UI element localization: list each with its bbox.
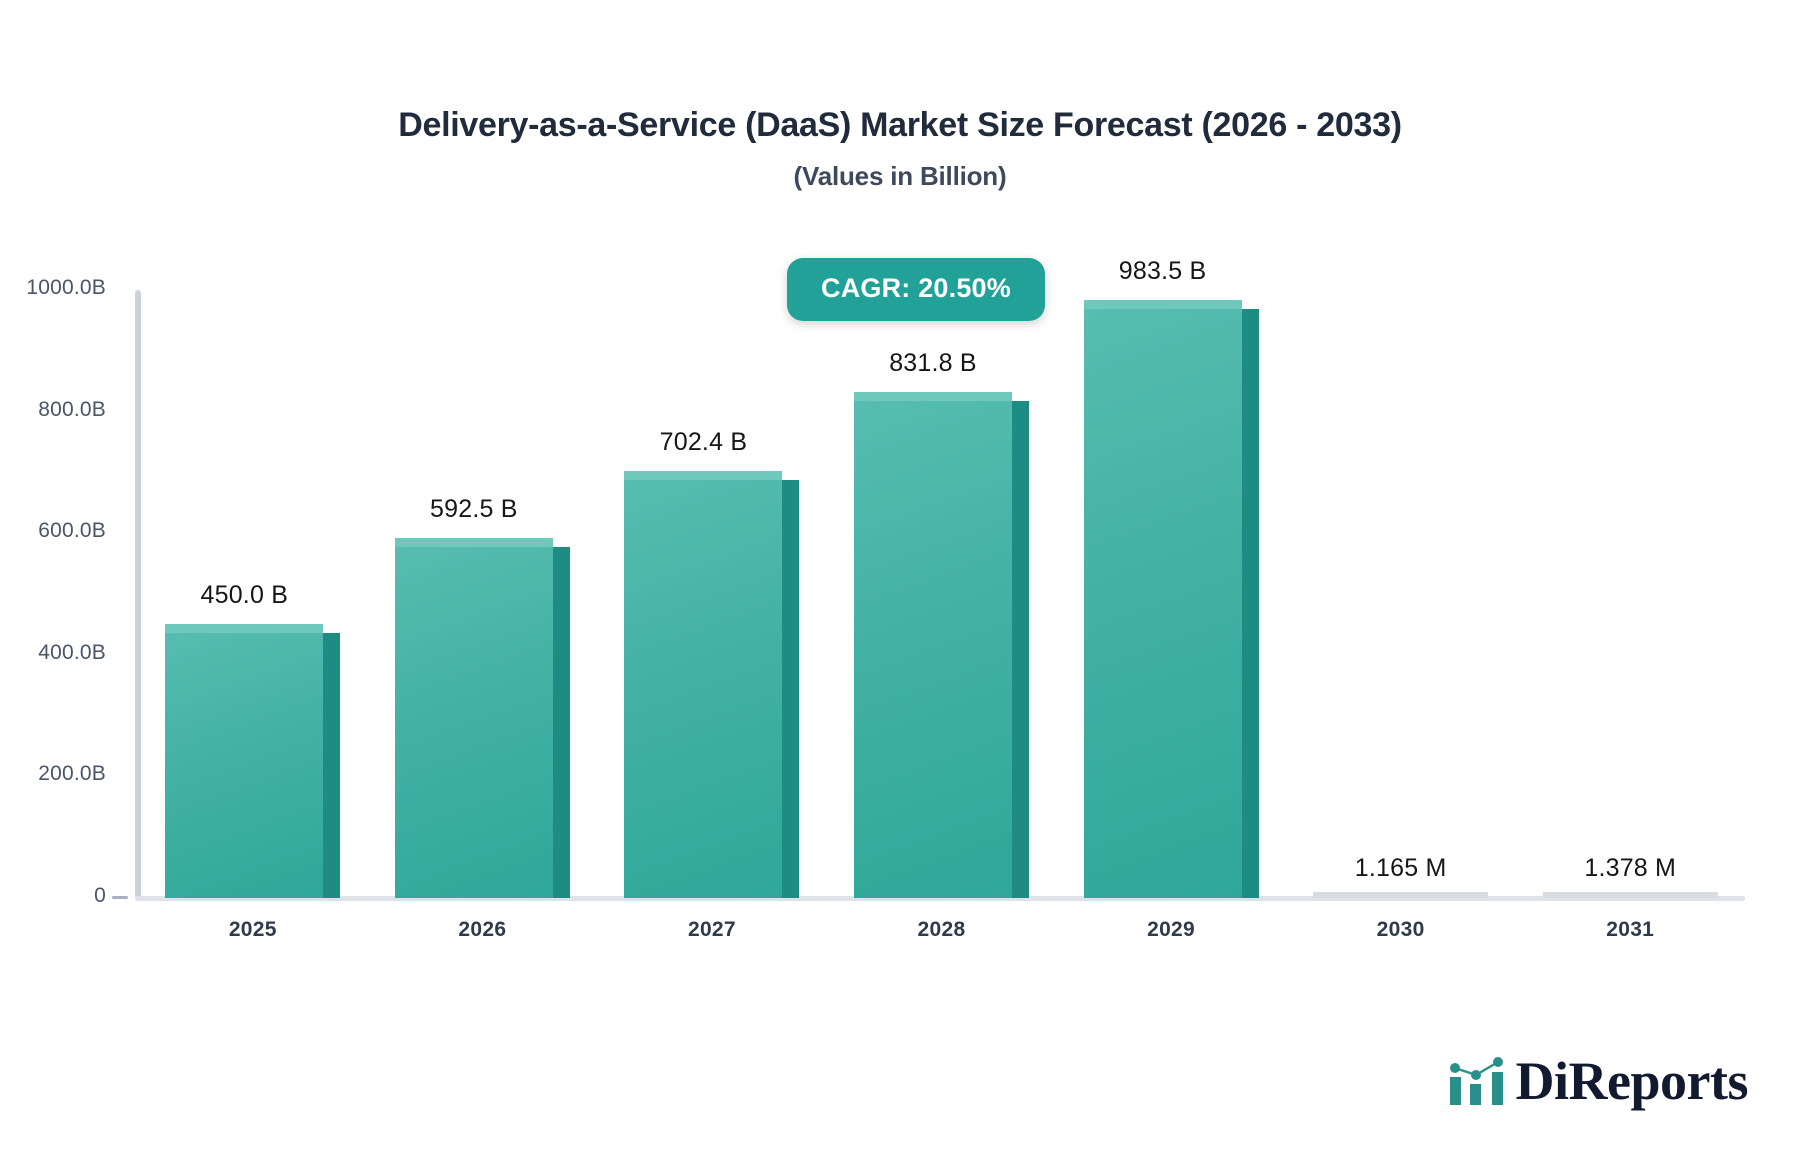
bar-side-face (323, 633, 341, 898)
bar-side-face (1012, 401, 1029, 898)
x-axis-tick-label: 2028 (917, 918, 966, 941)
bar-2027[interactable]: 702.4 B (624, 428, 800, 898)
bar-top-face (624, 470, 783, 481)
bar-front-face (854, 401, 1012, 898)
y-axis-tick-label: 1000.0B (26, 276, 106, 299)
bar-front-face (394, 546, 553, 898)
bar-value-label: 702.4 B (659, 427, 748, 456)
y-axis-tick-label: 400.0B (38, 640, 106, 664)
y-axis-tick-label: 600.0B (38, 519, 106, 543)
bar-side-face (552, 546, 570, 898)
logo-text: DiReports (1515, 1051, 1749, 1111)
bar-side-face (782, 479, 800, 898)
bar-value-label: 831.8 B (889, 349, 977, 378)
bar-top-face (165, 624, 324, 635)
chart-subtitle: (Values in Billion) (793, 160, 1007, 191)
x-axis-tick-label: 2026 (458, 918, 507, 941)
bar-2029[interactable]: 983.5 B (1083, 257, 1259, 898)
bar-value-label: 1.378 M (1584, 854, 1677, 882)
bar-front-face (165, 633, 324, 898)
bar-front-face (1083, 309, 1242, 898)
bar-front-face (624, 479, 783, 898)
y-axis-tick-mark (112, 896, 128, 899)
cagr-badge: CAGR: 20.50% (787, 258, 1045, 321)
x-axis-tick-label: 2031 (1606, 918, 1655, 941)
y-axis-line (135, 290, 141, 898)
bar-2028[interactable]: 831.8 B (854, 349, 1029, 898)
x-axis-line (135, 896, 1745, 901)
bar-value-label: 592.5 B (430, 494, 518, 523)
bar-value-label: 983.5 B (1118, 257, 1207, 286)
bar-side-face (1241, 309, 1259, 898)
bar-2030[interactable]: 1.165 M (1313, 854, 1489, 898)
y-axis-tick-label: 0 (94, 884, 106, 907)
bar-front-face (1542, 892, 1718, 898)
y-axis-tick-label: 800.0B (38, 397, 106, 421)
bar-front-face (1313, 892, 1489, 898)
bar-top-face (1083, 300, 1242, 311)
page-title: Delivery-as-a-Service (DaaS) Market Size… (398, 106, 1402, 144)
bar-2031[interactable]: 1.378 M (1542, 854, 1718, 898)
bar-top-face (854, 392, 1012, 403)
bar-value-label: 450.0 B (200, 581, 289, 610)
bar-chart-icon (1449, 1057, 1503, 1105)
bar-2025[interactable]: 450.0 B (165, 581, 341, 898)
bar-value-label: 1.165 M (1354, 854, 1447, 882)
x-axis-tick-label: 2027 (687, 918, 736, 941)
y-axis-tick-label: 200.0B (38, 762, 106, 786)
x-axis-tick-label: 2030 (1376, 918, 1425, 941)
x-axis-tick-label: 2025 (228, 918, 277, 941)
x-axis-tick-label: 2029 (1147, 918, 1196, 941)
bar-2026[interactable]: 592.5 B (394, 495, 570, 898)
title-block: Delivery-as-a-Service (DaaS) Market Size… (0, 104, 1800, 192)
brand-logo: DiReports (1448, 1051, 1749, 1111)
bar-top-face (394, 537, 553, 548)
